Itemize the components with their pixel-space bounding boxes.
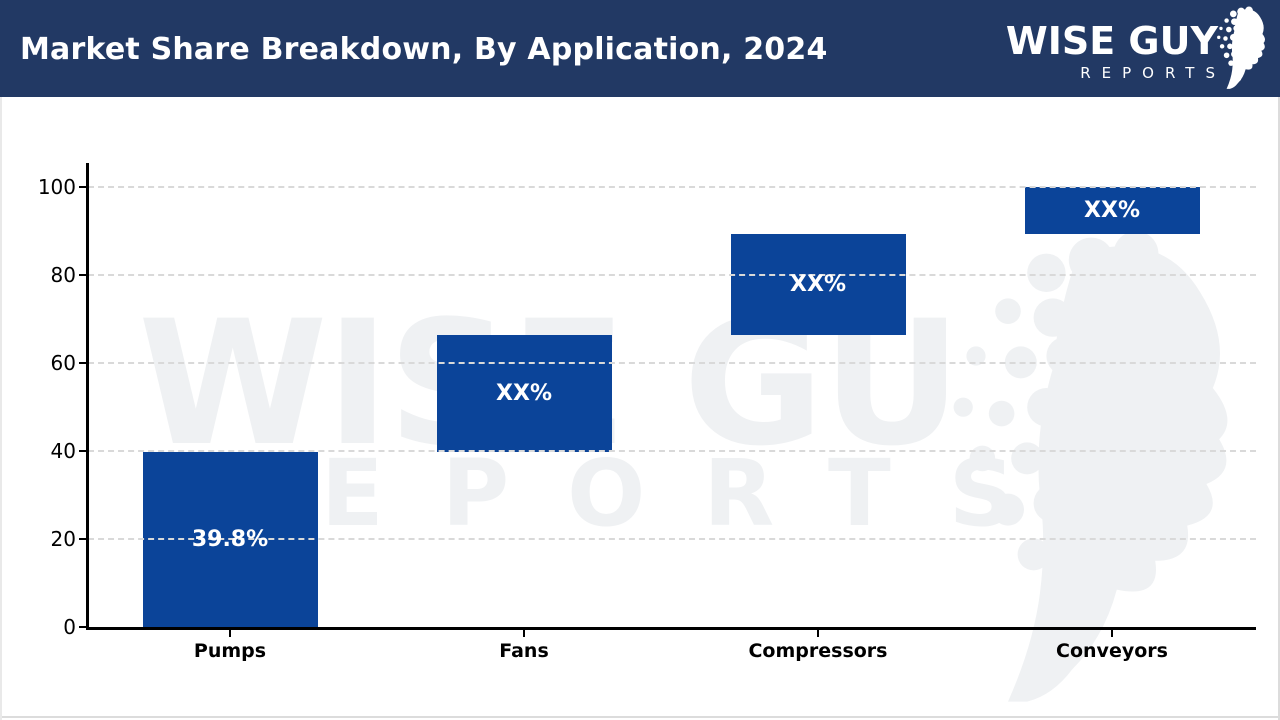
y-tick-mark bbox=[79, 274, 86, 276]
y-tick-label: 20 bbox=[50, 527, 76, 551]
y-tick-mark bbox=[79, 626, 86, 628]
page-title: Market Share Breakdown, By Application, … bbox=[20, 32, 828, 67]
left-edge-line bbox=[0, 97, 2, 720]
x-tick-mark bbox=[1111, 630, 1113, 637]
bar-value-label: 39.8% bbox=[191, 526, 269, 552]
wiseguy-head-icon bbox=[1217, 6, 1265, 89]
watermark-head-icon bbox=[953, 231, 1228, 702]
gridline bbox=[88, 362, 1256, 364]
y-tick-mark bbox=[79, 450, 86, 452]
wiseguy-logo: WISE GUY REPORTS bbox=[1006, 6, 1266, 90]
right-edge-line bbox=[1278, 97, 1280, 720]
bar-value-label: XX% bbox=[790, 272, 846, 298]
logo-wiseguy-text: WISE GUY bbox=[1005, 18, 1218, 63]
gridline bbox=[88, 186, 1256, 188]
x-tick-mark bbox=[817, 630, 819, 637]
waterfall-bar-conveyors bbox=[1024, 187, 1200, 235]
gridline bbox=[88, 538, 1256, 540]
y-tick-label: 100 bbox=[37, 175, 76, 199]
y-axis-line bbox=[86, 163, 89, 630]
gridline bbox=[88, 450, 1256, 452]
x-axis-label-compressors: Compressors bbox=[748, 640, 888, 662]
y-tick-label: 40 bbox=[50, 439, 76, 463]
waterfall-bar-compressors bbox=[730, 234, 906, 336]
y-tick-label: 0 bbox=[63, 615, 76, 639]
x-tick-mark bbox=[523, 630, 525, 637]
logo-wordmark: WISE GUY REPORTS bbox=[1006, 21, 1218, 82]
y-tick-label: 80 bbox=[50, 263, 76, 287]
y-tick-label: 60 bbox=[50, 351, 76, 375]
x-axis-line bbox=[86, 627, 1256, 630]
waterfall-bar-fans bbox=[436, 335, 612, 452]
x-axis-label-conveyors: Conveyors bbox=[1056, 640, 1168, 662]
y-tick-mark bbox=[79, 186, 86, 188]
bar-value-label: XX% bbox=[496, 381, 552, 407]
logo-reports-text: REPORTS bbox=[1080, 63, 1226, 82]
x-axis-label-fans: Fans bbox=[499, 640, 549, 662]
y-tick-mark bbox=[79, 362, 86, 364]
y-tick-mark bbox=[79, 538, 86, 540]
bottom-edge-line bbox=[0, 716, 1280, 718]
x-axis-label-pumps: Pumps bbox=[193, 640, 267, 662]
watermark-reports-text: REPORTS bbox=[192, 440, 1074, 547]
gridline bbox=[88, 274, 1256, 276]
x-tick-mark bbox=[229, 630, 231, 637]
header-bar: Market Share Breakdown, By Application, … bbox=[0, 0, 1280, 97]
bar-value-label: XX% bbox=[1084, 198, 1140, 224]
